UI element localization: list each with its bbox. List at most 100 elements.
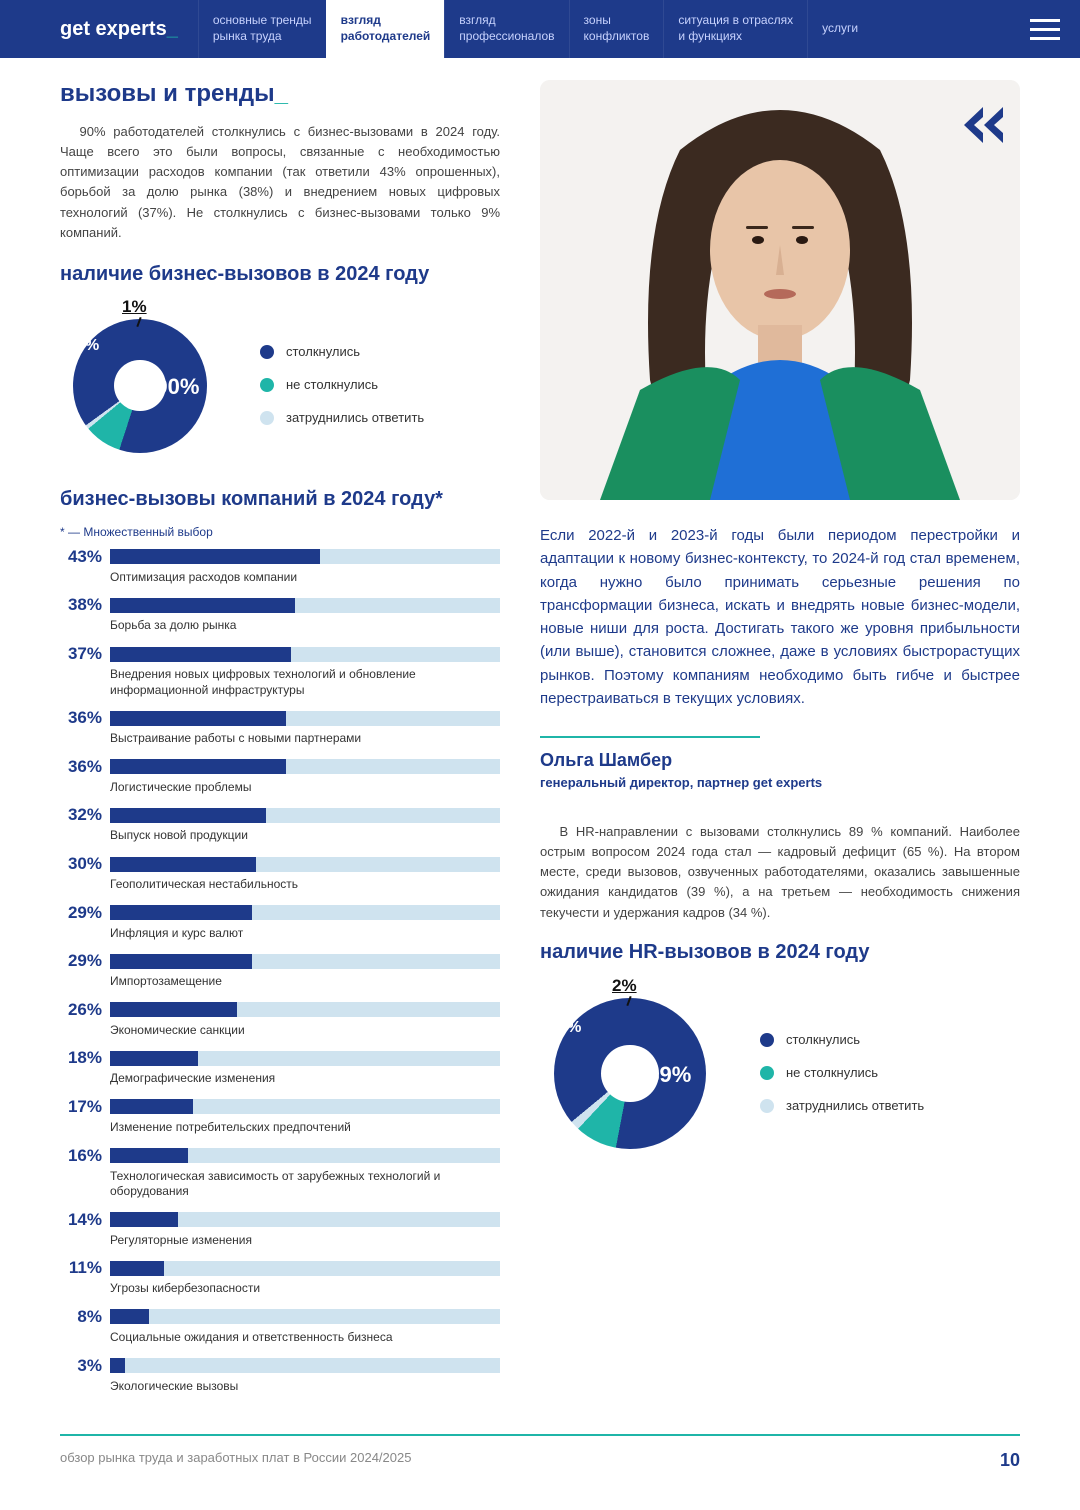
bar-fill: [110, 759, 286, 774]
nav-item[interactable]: основные трендырынка труда: [198, 0, 326, 58]
bar-fill: [110, 1309, 149, 1324]
left-column: вызовы и тренды_ 90% работодателей столк…: [60, 80, 500, 1404]
bar-track: [110, 549, 500, 564]
nav-item[interactable]: ситуация в отрасляхи функциях: [663, 0, 807, 58]
bar-percent: 38%: [60, 595, 102, 615]
legend-item: не столкнулись: [760, 1065, 924, 1080]
page-footer: обзор рынка труда и заработных плат в Ро…: [60, 1434, 1020, 1501]
bar-track: [110, 711, 500, 726]
bar-track: [110, 1358, 500, 1373]
logo: get experts_: [20, 18, 198, 41]
bar-percent: 17%: [60, 1097, 102, 1117]
legend-swatch: [260, 411, 274, 425]
bar-percent: 29%: [60, 903, 102, 923]
menu-icon[interactable]: [1030, 19, 1060, 40]
bar-percent: 18%: [60, 1048, 102, 1068]
bar-track: [110, 1309, 500, 1324]
legend-swatch: [260, 378, 274, 392]
nav-item[interactable]: зоныконфликтов: [569, 0, 664, 58]
legend-swatch: [760, 1033, 774, 1047]
bar-fill: [110, 1051, 198, 1066]
legend-item: не столкнулись: [260, 377, 424, 392]
bar-fill: [110, 1002, 237, 1017]
bar-label: Выстраивание работы с новыми партнерами: [110, 728, 500, 751]
bars-note: * — Множественный выбор: [60, 525, 500, 539]
bar-label: Социальные ожидания и ответственность би…: [110, 1327, 500, 1350]
top-navbar: get experts_ основные трендырынка трудав…: [0, 0, 1080, 58]
bars-title: бизнес-вызовы компаний в 2024 году*: [60, 488, 500, 511]
bar-label: Экологические вызовы: [110, 1376, 500, 1399]
donut1-chart: 90%9%1%: [60, 300, 230, 470]
bar-percent: 30%: [60, 854, 102, 874]
bar-fill: [110, 1212, 178, 1227]
bar-percent: 11%: [60, 1258, 102, 1278]
bar-track: [110, 1099, 500, 1114]
bar-row: 30% Геополитическая нестабильность: [60, 854, 500, 897]
bar-row: 14% Регуляторные изменения: [60, 1210, 500, 1253]
bar-track: [110, 954, 500, 969]
bar-percent: 16%: [60, 1146, 102, 1166]
nav-item[interactable]: взглядработодателей: [326, 0, 445, 58]
bar-percent: 29%: [60, 951, 102, 971]
legend-item: столкнулись: [260, 344, 424, 359]
bar-label: Внедрения новых цифровых технологий и об…: [110, 664, 500, 702]
bar-percent: 14%: [60, 1210, 102, 1230]
donut-second-label: 9%: [76, 337, 99, 355]
bar-label: Геополитическая нестабильность: [110, 874, 500, 897]
author-portrait: [540, 80, 1020, 500]
donut1-wrap: 90%9%1% столкнулисьне столкнулисьзатрудн…: [60, 300, 500, 470]
nav-items: основные трендырынка трудавзглядработода…: [198, 0, 872, 58]
legend-label: столкнулись: [286, 344, 360, 359]
intro-paragraph: 90% работодателей столкнулись с бизнес-в…: [60, 122, 500, 243]
bar-track: [110, 905, 500, 920]
bar-fill: [110, 1148, 188, 1163]
bar-track: [110, 598, 500, 613]
bar-fill: [110, 1358, 125, 1373]
bar-label: Импортозамещение: [110, 971, 500, 994]
legend-label: не столкнулись: [786, 1065, 878, 1080]
donut2-title: наличие HR-вызовов в 2024 году: [540, 941, 1020, 964]
donut2-wrap: 89%9%2% столкнулисьне столкнулисьзатрудн…: [540, 978, 1020, 1168]
donut-main-label: 90%: [155, 374, 199, 400]
bar-fill: [110, 711, 286, 726]
bar-percent: 3%: [60, 1356, 102, 1376]
legend-label: затруднились ответить: [786, 1098, 924, 1113]
bar-label: Демографические изменения: [110, 1068, 500, 1091]
quote-text: Если 2022-й и 2023-й годы были периодом …: [540, 524, 1020, 710]
author-name: Ольга Шамбер: [540, 750, 1020, 771]
bar-row: 29% Инфляция и курс валют: [60, 903, 500, 946]
nav-item[interactable]: услуги: [807, 0, 872, 58]
author-title: генеральный директор, партнер get expert…: [540, 775, 1020, 790]
right-column: Если 2022-й и 2023-й годы были периодом …: [540, 80, 1020, 1404]
bar-track: [110, 1212, 500, 1227]
bar-track: [110, 647, 500, 662]
bar-row: 32% Выпуск новой продукции: [60, 805, 500, 848]
bar-percent: 26%: [60, 1000, 102, 1020]
bar-track: [110, 1002, 500, 1017]
bar-row: 29% Импортозамещение: [60, 951, 500, 994]
bar-percent: 37%: [60, 644, 102, 664]
bar-row: 38% Борьба за долю рынка: [60, 595, 500, 638]
page-title-text: вызовы и тренды: [60, 80, 275, 107]
bar-label: Экономические санкции: [110, 1020, 500, 1043]
donut-third-label: 2%: [612, 976, 637, 996]
donut1-legend: столкнулись не столкнулись затруднились от…: [260, 344, 424, 425]
bar-track: [110, 1051, 500, 1066]
donut1-title: наличие бизнес-вызовов в 2024 году: [60, 263, 500, 286]
donut2-legend: столкнулисьне столкнулисьзатруднились от…: [760, 1032, 924, 1113]
nav-item[interactable]: взглядпрофессионалов: [444, 0, 568, 58]
legend-swatch: [760, 1066, 774, 1080]
bar-fill: [110, 647, 291, 662]
bar-row: 43% Оптимизация расходов компании: [60, 547, 500, 590]
bar-label: Оптимизация расходов компании: [110, 567, 500, 590]
bar-label: Выпуск новой продукции: [110, 825, 500, 848]
legend-label: затруднились ответить: [286, 410, 424, 425]
donut-main-label: 89%: [647, 1062, 691, 1088]
bar-percent: 36%: [60, 757, 102, 777]
title-cursor: _: [275, 80, 288, 107]
bar-track: [110, 1148, 500, 1163]
legend-swatch: [260, 345, 274, 359]
bar-row: 17% Изменение потребительских предпочтен…: [60, 1097, 500, 1140]
donut2-chart: 89%9%2%: [540, 978, 730, 1168]
bar-row: 37% Внедрения новых цифровых технологий …: [60, 644, 500, 702]
